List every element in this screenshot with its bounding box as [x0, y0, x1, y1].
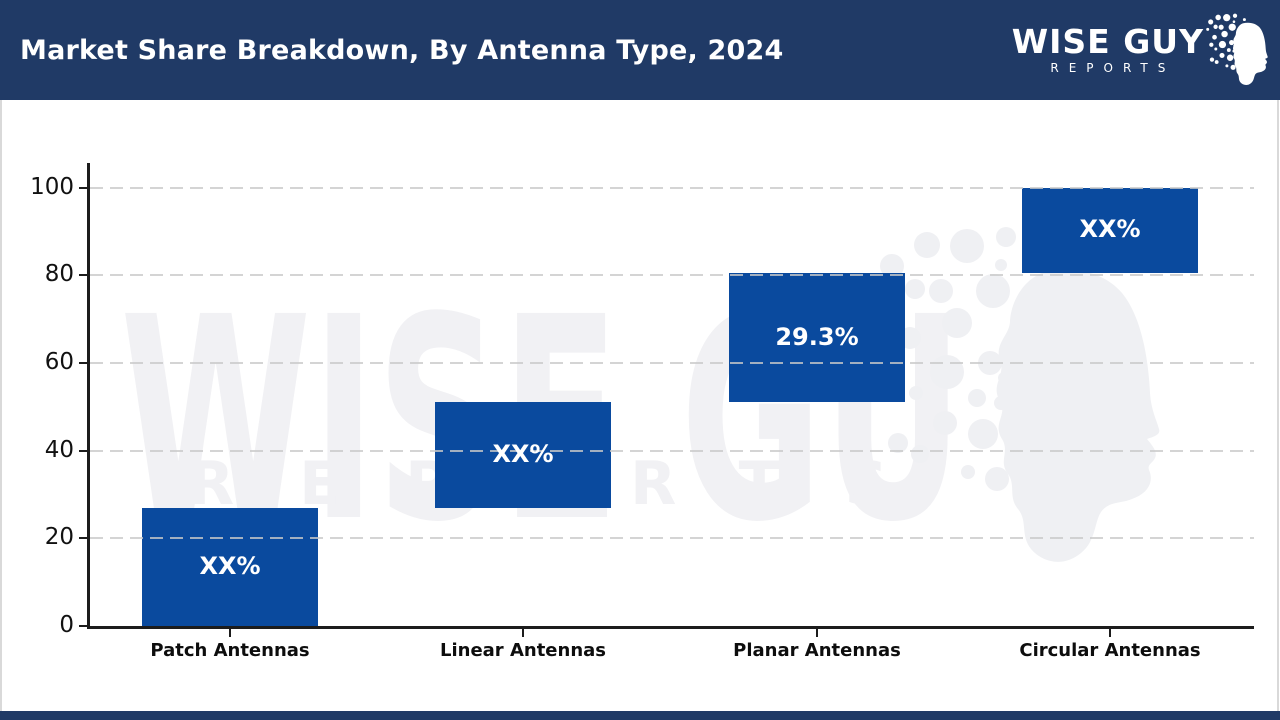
bar-value-label-circular-antennas: XX%	[1079, 215, 1141, 244]
x-tick-label-circular-antennas: Circular Antennas	[1019, 640, 1201, 661]
left-border	[0, 100, 2, 711]
logo-reports-text: REPORTS	[1050, 61, 1176, 76]
footer-bar	[0, 711, 1280, 720]
bar-value-label-linear-antennas: XX%	[492, 440, 554, 469]
right-border	[1277, 100, 1279, 711]
gridline-40	[90, 449, 1254, 452]
gridline-80	[90, 274, 1254, 277]
gridline-100	[90, 186, 1254, 189]
bar-patch-antennas	[142, 508, 318, 626]
y-tick-80	[79, 274, 88, 277]
y-tick-label-20: 20	[44, 524, 74, 551]
logo-wordmark: WISE GUY	[1011, 21, 1204, 61]
y-tick-0	[79, 625, 88, 627]
logo-face-icon	[1206, 13, 1268, 85]
y-axis-line	[87, 163, 90, 629]
header-bar: Market Share Breakdown, By Antenna Type,…	[0, 0, 1280, 100]
wiseguy-logo: WISE GUY REPORTS	[1012, 0, 1270, 100]
x-tick-planar-antennas	[816, 629, 818, 637]
x-tick-linear-antennas	[522, 629, 524, 637]
y-tick-100	[79, 186, 88, 189]
gridline-60	[90, 361, 1254, 364]
y-tick-label-60: 60	[44, 348, 74, 375]
gridline-20	[90, 537, 1254, 540]
bar-value-label-patch-antennas: XX%	[199, 552, 261, 581]
x-tick-circular-antennas	[1109, 629, 1111, 637]
x-tick-label-planar-antennas: Planar Antennas	[733, 640, 901, 661]
bar-linear-antennas	[435, 401, 611, 509]
x-tick-patch-antennas	[229, 629, 231, 637]
y-tick-40	[79, 449, 88, 452]
y-tick-20	[79, 537, 88, 540]
logo-text: WISE GUY REPORTS	[1011, 21, 1204, 76]
y-tick-label-0: 0	[59, 612, 74, 638]
chart-title: Market Share Breakdown, By Antenna Type,…	[20, 34, 784, 66]
y-tick-60	[79, 361, 88, 364]
bar-value-label-planar-antennas: 29.3%	[775, 322, 859, 351]
x-tick-label-linear-antennas: Linear Antennas	[440, 640, 606, 661]
x-tick-label-patch-antennas: Patch Antennas	[150, 640, 310, 661]
y-tick-label-100: 100	[30, 173, 74, 200]
y-tick-label-80: 80	[44, 261, 74, 288]
x-axis-line	[87, 626, 1254, 629]
y-tick-label-40: 40	[44, 436, 74, 463]
